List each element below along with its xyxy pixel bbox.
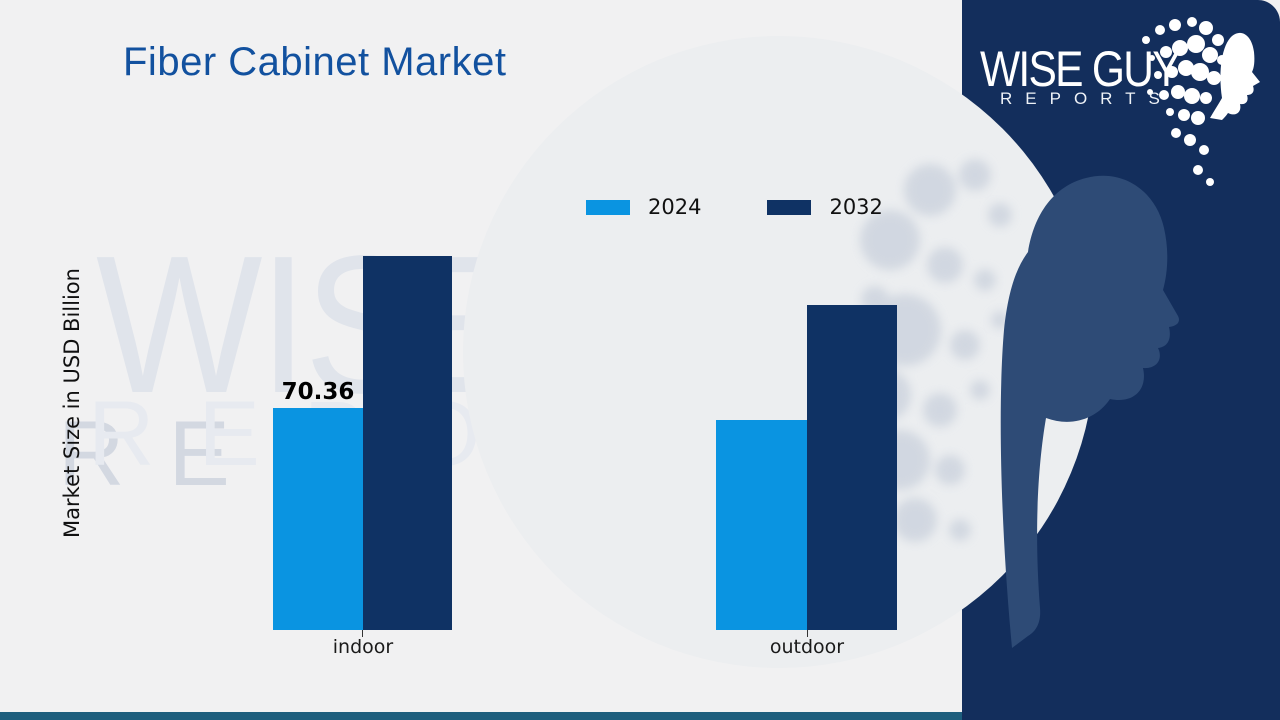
legend-item-2032: 2032	[767, 195, 883, 219]
y-axis-label: Market Size in USD Billion	[60, 268, 84, 538]
category-label-outdoor: outdoor	[769, 636, 845, 658]
category-label-indoor: indoor	[332, 636, 394, 658]
legend: 2024 2032	[586, 195, 883, 219]
legend-swatch-2032	[767, 199, 812, 215]
legend-swatch-2024	[586, 199, 630, 215]
legend-label-2032: 2032	[829, 195, 883, 219]
legend-item-2024: 2024	[586, 195, 701, 219]
legend-label-2024: 2024	[648, 195, 702, 219]
logo-reports: REPORTS	[1000, 89, 1173, 108]
page-title: Fiber Cabinet Market	[123, 40, 507, 84]
bottom-accent-bar	[0, 712, 962, 720]
x-axis-tick-indoor	[362, 630, 363, 637]
bar-indoor-2032	[363, 256, 452, 630]
bar-indoor-2024	[273, 408, 363, 630]
bar-outdoor-2024	[716, 420, 807, 630]
bar-outdoor-2032	[807, 305, 897, 630]
bar-value-label: 70.36	[281, 379, 355, 405]
